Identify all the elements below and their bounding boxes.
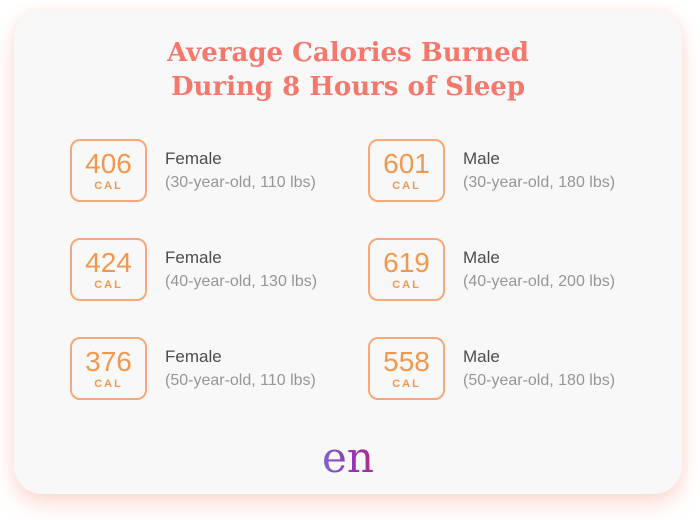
entry-label: Female (50-year-old, 110 lbs) (165, 344, 316, 393)
calorie-entry-male-40: 619 CAL Male (40-year-old, 200 lbs) (368, 238, 615, 301)
age-weight-label: (50-year-old, 110 lbs) (165, 372, 316, 389)
brand-logo: en (14, 438, 682, 482)
entry-label: Male (50-year-old, 180 lbs) (463, 344, 615, 393)
sex-label: Female (165, 149, 222, 168)
entry-label: Male (40-year-old, 200 lbs) (463, 245, 615, 294)
title-line-1: Average Calories Burned (167, 38, 529, 68)
calorie-grid: 406 CAL Female (30-year-old, 110 lbs) 60… (70, 139, 615, 400)
age-weight-label: (30-year-old, 110 lbs) (165, 174, 316, 191)
calorie-unit-label: CAL (94, 377, 123, 390)
calorie-value: 424 (85, 246, 132, 278)
calorie-entry-female-30: 406 CAL Female (30-year-old, 110 lbs) (70, 139, 368, 202)
entry-label: Female (30-year-old, 110 lbs) (165, 146, 316, 195)
calorie-unit-label: CAL (94, 278, 123, 291)
age-weight-label: (50-year-old, 180 lbs) (463, 372, 616, 389)
calorie-badge: 619 CAL (368, 238, 445, 301)
calorie-entry-female-50: 376 CAL Female (50-year-old, 110 lbs) (70, 337, 368, 400)
sex-label: Female (165, 248, 222, 267)
calorie-unit-label: CAL (392, 278, 421, 291)
calorie-entry-female-40: 424 CAL Female (40-year-old, 130 lbs) (70, 238, 368, 301)
calorie-badge: 376 CAL (70, 337, 147, 400)
calorie-value: 558 (383, 345, 430, 377)
calorie-value: 406 (85, 147, 132, 179)
calorie-entry-male-30: 601 CAL Male (30-year-old, 180 lbs) (368, 139, 615, 202)
sex-label: Male (463, 347, 500, 366)
sex-label: Male (463, 248, 500, 267)
calorie-entry-male-50: 558 CAL Male (50-year-old, 180 lbs) (368, 337, 615, 400)
calorie-value: 601 (383, 147, 430, 179)
calorie-unit-label: CAL (392, 377, 421, 390)
crescent-moon-logo-icon: en (322, 438, 374, 482)
page-title: Average Calories Burned During 8 Hours o… (14, 36, 682, 104)
calorie-badge: 601 CAL (368, 139, 445, 202)
calorie-value: 619 (383, 246, 430, 278)
calorie-value: 376 (85, 345, 132, 377)
sex-label: Female (165, 347, 222, 366)
calorie-badge: 558 CAL (368, 337, 445, 400)
calorie-unit-label: CAL (94, 179, 123, 192)
calorie-badge: 424 CAL (70, 238, 147, 301)
entry-label: Male (30-year-old, 180 lbs) (463, 146, 615, 195)
age-weight-label: (40-year-old, 200 lbs) (463, 273, 616, 290)
logo-text: en (322, 438, 374, 482)
age-weight-label: (30-year-old, 180 lbs) (463, 174, 616, 191)
calorie-unit-label: CAL (392, 179, 421, 192)
entry-label: Female (40-year-old, 130 lbs) (165, 245, 317, 294)
age-weight-label: (40-year-old, 130 lbs) (165, 273, 318, 290)
calorie-badge: 406 CAL (70, 139, 147, 202)
sex-label: Male (463, 149, 500, 168)
infographic-card: Average Calories Burned During 8 Hours o… (14, 10, 682, 494)
title-line-2: During 8 Hours of Sleep (171, 72, 525, 102)
